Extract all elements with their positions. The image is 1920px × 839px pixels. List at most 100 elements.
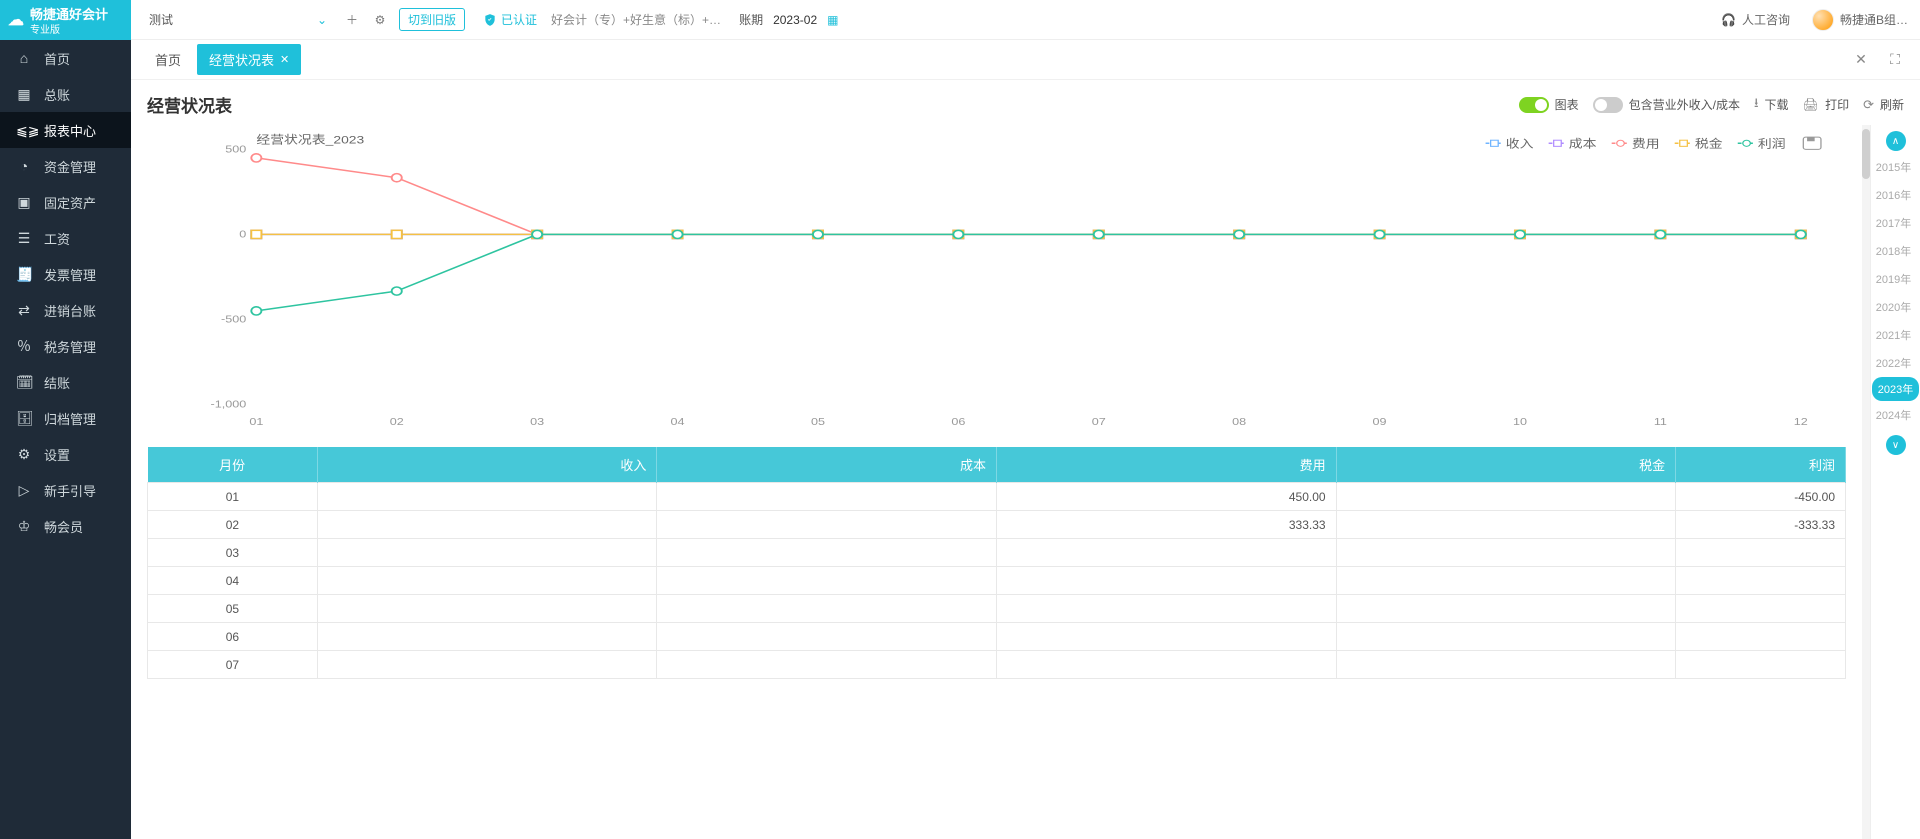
close-panel-icon[interactable]: ✕ <box>1848 47 1874 73</box>
cell-exp: 333.33 <box>996 511 1336 539</box>
user-menu[interactable]: 畅捷通B组… <box>1812 9 1908 31</box>
svg-text:03: 03 <box>530 417 544 428</box>
cell-rev <box>317 539 657 567</box>
sidebar-item-5[interactable]: ☰工资 <box>0 220 131 256</box>
sidebar-item-9[interactable]: 🗓结账 <box>0 364 131 400</box>
brand-logo: ☁ 畅捷通好会计 专业版 <box>0 0 131 40</box>
print-button[interactable]: 🖨打印 <box>1803 96 1850 113</box>
cell-cost <box>657 483 997 511</box>
nav-icon: ⚙ <box>16 446 32 463</box>
chart-toggle[interactable]: 图表 <box>1519 96 1579 113</box>
refresh-button[interactable]: ⟳刷新 <box>1863 96 1904 113</box>
cell-rev <box>317 483 657 511</box>
year-item[interactable]: 2016年 <box>1872 181 1919 209</box>
cell-exp <box>996 595 1336 623</box>
svg-text:收入: 收入 <box>1506 138 1534 150</box>
tab-1[interactable]: 经营状况表 ✕ <box>197 44 301 75</box>
cell-exp: 450.00 <box>996 483 1336 511</box>
support-button[interactable]: 🎧 人工咨询 <box>1721 11 1790 28</box>
year-item[interactable]: 2022年 <box>1872 349 1919 377</box>
svg-text:10: 10 <box>1513 417 1527 428</box>
add-icon[interactable]: ＋ <box>343 11 361 28</box>
calendar-icon[interactable]: ▦ <box>827 13 838 27</box>
nav-icon: 🗓 <box>16 374 32 391</box>
year-item[interactable]: 2021年 <box>1872 321 1919 349</box>
nav-label: 新手引导 <box>44 481 96 500</box>
nav-icon: 🧾 <box>16 266 32 283</box>
cell-month: 01 <box>148 483 318 511</box>
nav-icon: ％ <box>16 336 32 356</box>
svg-text:费用: 费用 <box>1632 138 1660 150</box>
fullscreen-icon[interactable]: ⛶ <box>1882 47 1908 73</box>
table-row: 06 <box>148 623 1846 651</box>
tab-label: 首页 <box>155 53 181 68</box>
cell-month: 05 <box>148 595 318 623</box>
sidebar-item-2[interactable]: ⫹⫺报表中心 <box>0 112 131 148</box>
company-select[interactable]: 测试 ⌄ <box>143 7 333 33</box>
gear-icon[interactable]: ⚙ <box>371 13 389 27</box>
chart: 经营状况表_2023-1,000-50005000102030405060708… <box>147 125 1846 435</box>
cell-profit <box>1676 651 1846 679</box>
nav-label: 工资 <box>44 229 70 248</box>
scrollbar[interactable] <box>1862 125 1870 839</box>
cell-tax <box>1336 595 1676 623</box>
print-icon: 🖨 <box>1803 97 1820 113</box>
nav-label: 总账 <box>44 85 70 104</box>
sidebar-item-6[interactable]: 🧾发票管理 <box>0 256 131 292</box>
sidebar-item-3[interactable]: ◔资金管理 <box>0 148 131 184</box>
svg-text:经营状况表_2023: 经营状况表_2023 <box>256 133 364 145</box>
period-value: 2023-02 <box>773 13 817 27</box>
table-row: 07 <box>148 651 1846 679</box>
cell-profit: -333.33 <box>1676 511 1846 539</box>
cell-cost <box>657 539 997 567</box>
nav-label: 固定资产 <box>44 193 96 212</box>
svg-text:利润: 利润 <box>1758 138 1786 150</box>
year-item[interactable]: 2017年 <box>1872 209 1919 237</box>
cell-rev <box>317 595 657 623</box>
close-icon[interactable]: ✕ <box>280 53 289 66</box>
sidebar-item-13[interactable]: ♔畅会员 <box>0 508 131 544</box>
nav-label: 进销台账 <box>44 301 96 320</box>
cell-cost <box>657 511 997 539</box>
sidebar-item-10[interactable]: 🗄归档管理 <box>0 400 131 436</box>
support-label: 人工咨询 <box>1742 11 1790 28</box>
main: 测试 ⌄ ＋ ⚙ 切到旧版 已认证 好会计（专）+好生意（标）+… 账期 202… <box>131 0 1920 839</box>
sidebar-item-7[interactable]: ⇄进销台账 <box>0 292 131 328</box>
year-down-button[interactable]: ∨ <box>1886 435 1906 455</box>
cell-rev <box>317 623 657 651</box>
svg-text:05: 05 <box>811 417 825 428</box>
sidebar-item-11[interactable]: ⚙设置 <box>0 436 131 472</box>
year-item[interactable]: 2015年 <box>1872 153 1919 181</box>
tab-label: 经营状况表 <box>209 50 274 69</box>
switch-old-button[interactable]: 切到旧版 <box>399 8 465 31</box>
extra-toggle[interactable]: 包含营业外收入/成本 <box>1593 96 1740 113</box>
user-name: 畅捷通B组… <box>1840 11 1908 28</box>
sidebar-item-12[interactable]: ▷新手引导 <box>0 472 131 508</box>
year-item[interactable]: 2020年 <box>1872 293 1919 321</box>
sidebar-item-8[interactable]: ％税务管理 <box>0 328 131 364</box>
nav-list: ⌂首页 ▦ 总账 ⫹⫺报表中心◔资金管理▣固定资产☰工资🧾发票管理⇄进销台账％税务管理… <box>0 40 131 544</box>
tab-0[interactable]: 首页 <box>143 44 193 75</box>
svg-text:-1,000: -1,000 <box>211 399 247 410</box>
cloud-icon: ☁ <box>8 10 24 30</box>
year-item[interactable]: 2018年 <box>1872 237 1919 265</box>
year-item[interactable]: 2019年 <box>1872 265 1919 293</box>
svg-text:11: 11 <box>1654 417 1667 428</box>
sidebar-item-1[interactable]: ▦ 总账 <box>0 76 131 112</box>
cell-profit <box>1676 567 1846 595</box>
nav-label: 归档管理 <box>44 409 96 428</box>
cell-tax <box>1336 651 1676 679</box>
table-row: 01450.00-450.00 <box>148 483 1846 511</box>
download-button[interactable]: ⭳下载 <box>1754 94 1789 116</box>
sidebar-item-4[interactable]: ▣固定资产 <box>0 184 131 220</box>
certified-badge: 已认证 <box>483 11 537 28</box>
cell-rev <box>317 511 657 539</box>
table-row: 04 <box>148 567 1846 595</box>
year-item[interactable]: 2024年 <box>1872 401 1919 429</box>
nav-icon: ▦ <box>16 86 32 103</box>
col-exp: 费用 <box>996 447 1336 483</box>
year-up-button[interactable]: ∧ <box>1886 131 1906 151</box>
sidebar-item-0[interactable]: ⌂首页 <box>0 40 131 76</box>
chevron-down-icon: ⌄ <box>317 13 327 27</box>
year-item[interactable]: 2023年 <box>1872 377 1919 401</box>
